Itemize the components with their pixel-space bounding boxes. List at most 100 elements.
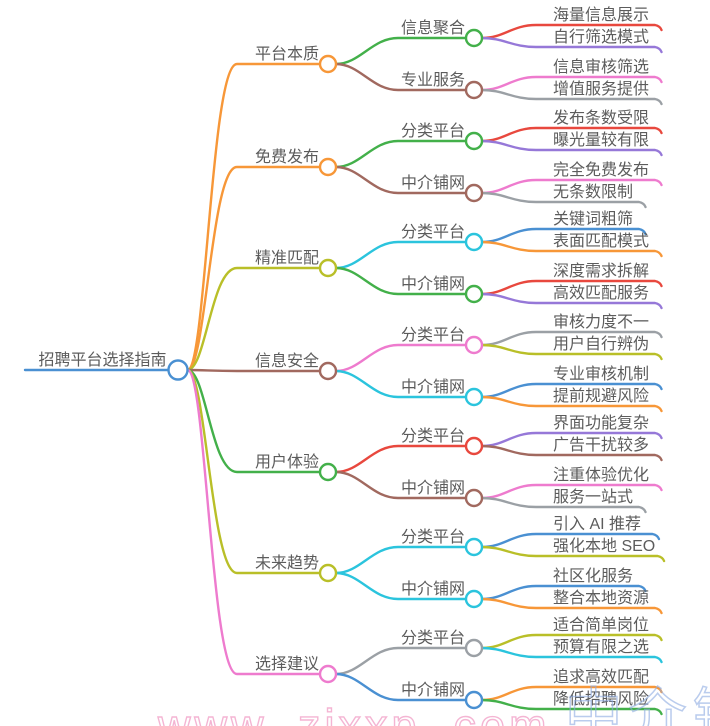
subtopic-node[interactable]: 中介铺网 (401, 378, 465, 396)
subtopic-link (334, 240, 468, 270)
leaf-node[interactable]: 服务一站式 (553, 488, 633, 506)
branch-dot[interactable] (318, 664, 338, 684)
subtopic-node[interactable]: 中介铺网 (401, 275, 465, 293)
leaf-node[interactable]: 强化本地 SEO (553, 537, 655, 555)
subtopic-dot[interactable] (464, 335, 484, 355)
subtopic-dot[interactable] (464, 232, 484, 252)
leaf-underline (480, 584, 647, 601)
subtopic-dot[interactable] (464, 28, 484, 48)
branch-node[interactable]: 选择建议 (255, 655, 319, 673)
subtopic-link (334, 545, 468, 575)
leaf-node[interactable]: 追求高效匹配 (553, 668, 649, 686)
leaf-node[interactable]: 注重体验优化 (553, 466, 649, 484)
subtopic-node[interactable]: 分类平台 (401, 122, 465, 140)
branch-link (186, 165, 322, 372)
leaf-node[interactable]: 高效匹配服务 (553, 284, 649, 302)
root-node[interactable]: 招聘平台选择指南 (38, 351, 166, 369)
subtopic-link (334, 139, 468, 169)
leaf-underline (480, 292, 663, 310)
branch-link (186, 368, 322, 373)
leaf-underline (480, 395, 663, 413)
root-dot[interactable] (167, 359, 189, 381)
branch-link (186, 368, 322, 676)
subtopic-node[interactable]: 分类平台 (401, 326, 465, 344)
branch-node[interactable]: 精准匹配 (255, 249, 319, 267)
subtopic-dot[interactable] (464, 80, 484, 100)
leaf-node[interactable]: 增值服务提供 (553, 80, 649, 98)
branch-dot[interactable] (318, 462, 338, 482)
subtopic-dot[interactable] (464, 436, 484, 456)
subtopic-link (334, 672, 468, 702)
branch-link (186, 368, 322, 575)
branch-node[interactable]: 用户体验 (255, 453, 319, 471)
leaf-underline (480, 343, 663, 361)
leaf-node[interactable]: 社区化服务 (553, 567, 633, 585)
subtopic-link (334, 165, 468, 195)
subtopic-dot[interactable] (464, 183, 484, 203)
subtopic-node[interactable]: 中介铺网 (401, 174, 465, 192)
leaf-node[interactable]: 表面匹配模式 (553, 232, 649, 250)
subtopic-dot[interactable] (464, 387, 484, 407)
leaf-underline (480, 23, 663, 40)
branch-node[interactable]: 平台本质 (255, 45, 319, 63)
branch-dot[interactable] (318, 157, 338, 177)
leaf-node[interactable]: 海量信息展示 (553, 6, 649, 24)
subtopic-node[interactable]: 分类平台 (401, 427, 465, 445)
subtopic-link (334, 571, 468, 601)
subtopic-dot[interactable] (464, 131, 484, 151)
leaf-node[interactable]: 引入 AI 推荐 (553, 515, 641, 533)
leaf-node[interactable]: 整合本地资源 (553, 589, 649, 607)
subtopic-node[interactable]: 分类平台 (401, 528, 465, 546)
subtopic-node[interactable]: 信息聚合 (401, 19, 465, 37)
subtopic-dot[interactable] (464, 589, 484, 609)
leaf-underline (480, 597, 663, 615)
leaf-underline (480, 126, 663, 143)
leaf-node[interactable]: 广告干扰较多 (553, 436, 649, 454)
leaf-underline (480, 227, 647, 244)
leaf-node[interactable]: 降低招聘风险 (553, 690, 649, 708)
subtopic-node[interactable]: 专业服务 (401, 71, 465, 89)
leaf-node[interactable]: 关键词粗筛 (553, 209, 633, 228)
branch-node[interactable]: 信息安全 (255, 352, 319, 370)
subtopic-node[interactable]: 分类平台 (401, 223, 465, 241)
branch-node[interactable]: 免费发布 (255, 148, 319, 166)
subtopic-node[interactable]: 中介铺网 (401, 580, 465, 598)
leaf-node[interactable]: 自行筛选模式 (553, 27, 649, 46)
leaf-node[interactable]: 曝光量较有限 (553, 131, 649, 149)
leaf-underline (480, 75, 663, 92)
subtopic-node[interactable]: 分类平台 (401, 629, 465, 647)
leaf-node[interactable]: 适合简单岗位 (553, 616, 649, 634)
leaf-node[interactable]: 审核力度不一 (553, 313, 649, 331)
leaf-node[interactable]: 完全免费发布 (553, 161, 649, 179)
leaf-node[interactable]: 深度需求拆解 (553, 262, 649, 280)
leaf-node[interactable]: 发布条数受限 (553, 109, 649, 127)
subtopic-dot[interactable] (464, 537, 484, 557)
branch-node[interactable]: 未来趋势 (255, 554, 319, 572)
leaf-node[interactable]: 用户自行辨伪 (553, 335, 649, 353)
leaf-node[interactable]: 专业审核机制 (553, 365, 649, 383)
leaf-underline (480, 496, 647, 514)
subtopic-dot[interactable] (464, 284, 484, 304)
branch-dot[interactable] (318, 258, 338, 278)
branch-link (186, 62, 322, 372)
subtopic-dot[interactable] (464, 690, 484, 710)
leaf-node[interactable]: 预算有限之选 (553, 637, 649, 656)
leaf-node[interactable]: 信息审核筛选 (553, 57, 649, 76)
subtopic-node[interactable]: 中介铺网 (401, 681, 465, 699)
branch-dot[interactable] (318, 563, 338, 583)
subtopic-link (334, 343, 468, 373)
subtopic-dot[interactable] (464, 488, 484, 508)
subtopic-dot[interactable] (464, 638, 484, 658)
leaf-underline (480, 483, 663, 500)
leaf-underline (480, 88, 663, 106)
leaf-node[interactable]: 提前规避风险 (553, 387, 649, 405)
leaf-node[interactable]: 界面功能复杂 (553, 414, 649, 432)
subtopic-link (334, 444, 468, 474)
branch-dot[interactable] (318, 54, 338, 74)
leaf-underline (480, 382, 663, 399)
subtopic-link (334, 62, 468, 92)
leaf-node[interactable]: 无条数限制 (553, 183, 633, 201)
leaf-underline (480, 685, 663, 702)
subtopic-node[interactable]: 中介铺网 (401, 479, 465, 497)
branch-dot[interactable] (318, 361, 338, 381)
